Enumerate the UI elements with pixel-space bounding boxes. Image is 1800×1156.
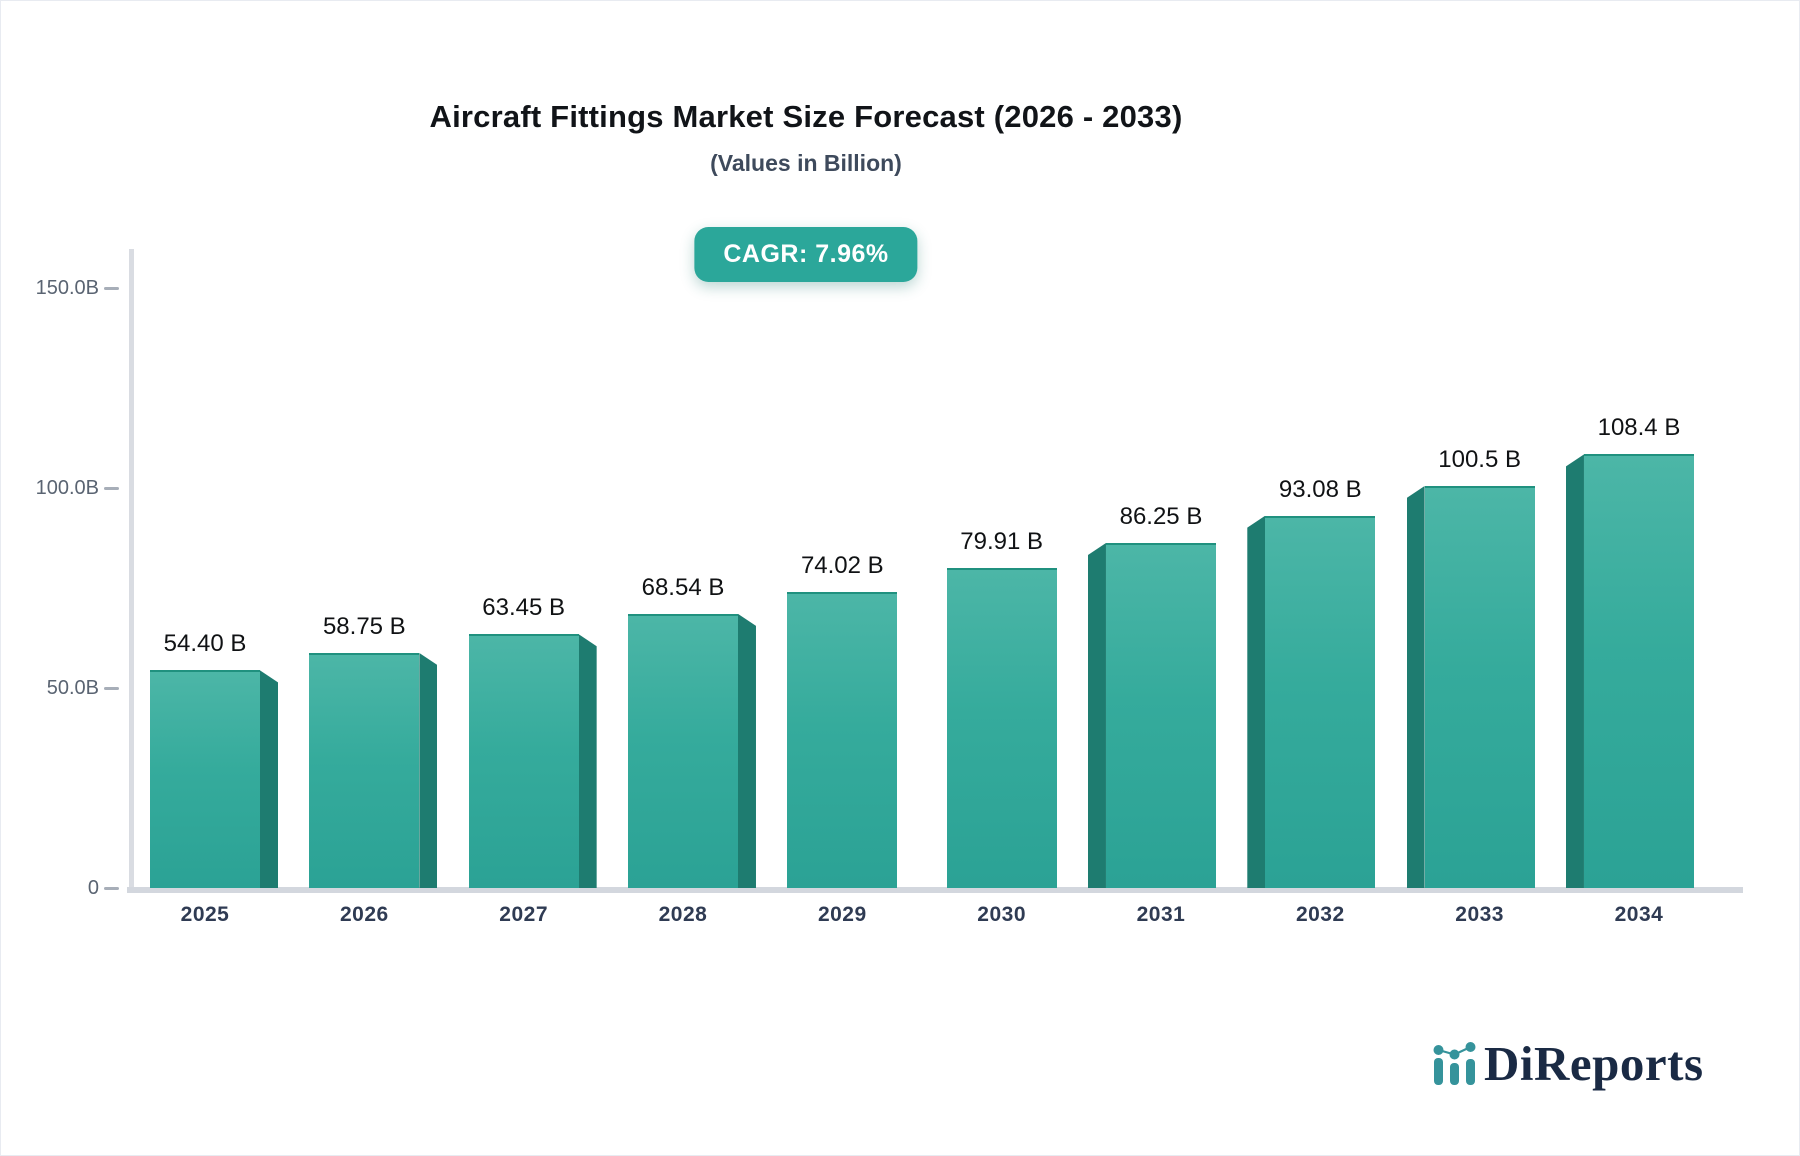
bar-face xyxy=(1424,486,1535,888)
x-axis-label-2029: 2029 xyxy=(817,903,867,926)
bar-value-label: 74.02 B xyxy=(800,551,884,579)
bar-value-label: 100.5 B xyxy=(1438,446,1521,473)
cagr-badge: CAGR: 7.96% xyxy=(694,227,918,282)
x-axis-label-2028: 2028 xyxy=(658,903,708,926)
brand-logo: DiReports xyxy=(1433,1039,1704,1088)
x-axis-label-2025: 2025 xyxy=(180,903,230,926)
x-axis-label-2033: 2033 xyxy=(1455,903,1504,926)
bar-side-face xyxy=(578,634,597,888)
y-tick-mark xyxy=(104,886,119,890)
bar-value-label: 93.08 B xyxy=(1278,475,1362,503)
x-axis-label-2032: 2032 xyxy=(1295,903,1345,926)
bar-chart-logo-icon xyxy=(1433,1042,1476,1085)
bar-value-label: 54.40 B xyxy=(163,630,247,658)
y-tick-label: 150.0B xyxy=(35,277,99,299)
y-tick-mark xyxy=(104,486,119,490)
bar-face xyxy=(627,613,738,888)
bar-face xyxy=(1265,515,1376,888)
x-axis-label-2034: 2034 xyxy=(1614,903,1664,926)
x-axis-label-2027: 2027 xyxy=(499,903,549,926)
bar-value-label: 63.45 B xyxy=(482,594,566,622)
bar-face xyxy=(309,653,420,888)
y-axis-line xyxy=(129,249,134,893)
bar-value-label: 108.4 B xyxy=(1597,414,1681,442)
bar-face xyxy=(946,568,1057,888)
x-axis-line xyxy=(127,887,1743,893)
y-tick-mark xyxy=(104,686,119,690)
y-tick-mark xyxy=(104,286,119,290)
x-axis-label-2026: 2026 xyxy=(339,903,389,926)
x-axis-label-2031: 2031 xyxy=(1136,903,1186,926)
bar-face xyxy=(150,670,260,888)
bar-value-label: 58.75 B xyxy=(322,613,406,640)
chart-title: Aircraft Fittings Market Size Forecast (… xyxy=(429,99,1183,134)
y-tick-label: 50.0B xyxy=(46,677,99,699)
bar-face xyxy=(468,634,579,888)
bar-value-label: 68.54 B xyxy=(641,573,725,601)
bar-side-face xyxy=(1565,454,1584,888)
bar-value-label: 79.91 B xyxy=(960,528,1043,556)
bar-side-face xyxy=(1247,515,1266,888)
bar-face xyxy=(787,591,898,888)
bar-side-face xyxy=(1406,486,1425,888)
bar-side-face xyxy=(1087,543,1106,888)
bar-side-face xyxy=(737,613,756,888)
brand-logo-text: DiReports xyxy=(1484,1036,1704,1091)
chart-subtitle: (Values in Billion) xyxy=(710,150,902,176)
bar-face xyxy=(1105,543,1216,888)
bar-side-face xyxy=(419,653,438,888)
y-tick-label: 0 xyxy=(87,877,99,899)
bar-side-face xyxy=(260,670,278,888)
y-tick-label: 100.0B xyxy=(35,477,99,499)
bar-value-label: 86.25 B xyxy=(1119,503,1203,530)
bar-face xyxy=(1583,454,1694,888)
x-axis-label-2030: 2030 xyxy=(977,903,1026,926)
